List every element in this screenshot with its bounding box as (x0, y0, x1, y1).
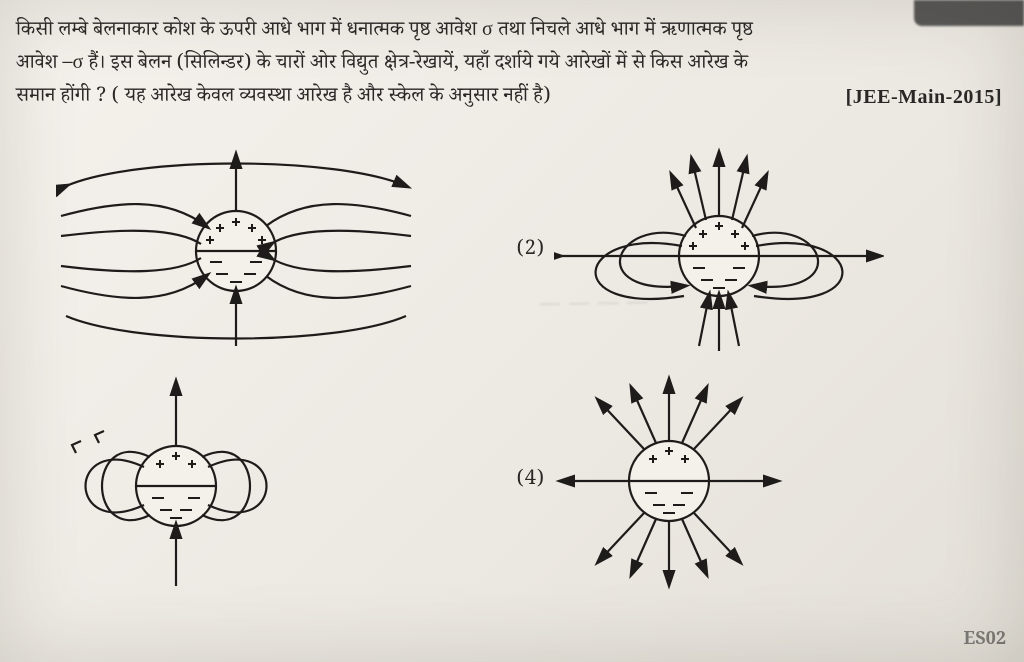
option-4-label: (4) (514, 465, 544, 497)
question-line-1: किसी लम्बे बेलनाकार कोश के ऊपरी आधे भाग … (10, 16, 1002, 49)
option-2-figure (554, 146, 884, 356)
option-3 (16, 371, 484, 591)
print-smudge: — — — — (540, 289, 650, 323)
option-2-label: (2) (514, 235, 544, 267)
option-1-figure (56, 146, 416, 356)
scan-artifact (914, 0, 1024, 26)
page-scan: किसी लम्बे बेलनाकार कोश के ऊपरी आधे भाग … (0, 0, 1024, 662)
question-line-2: आवेश –σ हैं। इस बेलन (सिलिन्डर) के चारों… (10, 49, 1002, 82)
option-4-figure (554, 371, 784, 591)
option-2: (2) (514, 141, 982, 361)
exam-tag: [JEE-Main-2015] (846, 86, 1002, 109)
option-3-figure (56, 371, 296, 591)
options-grid: (2) (10, 141, 1002, 591)
page-corner-code: ES02 (963, 628, 1006, 656)
option-1 (16, 141, 484, 361)
option-4: (4) (514, 371, 982, 591)
